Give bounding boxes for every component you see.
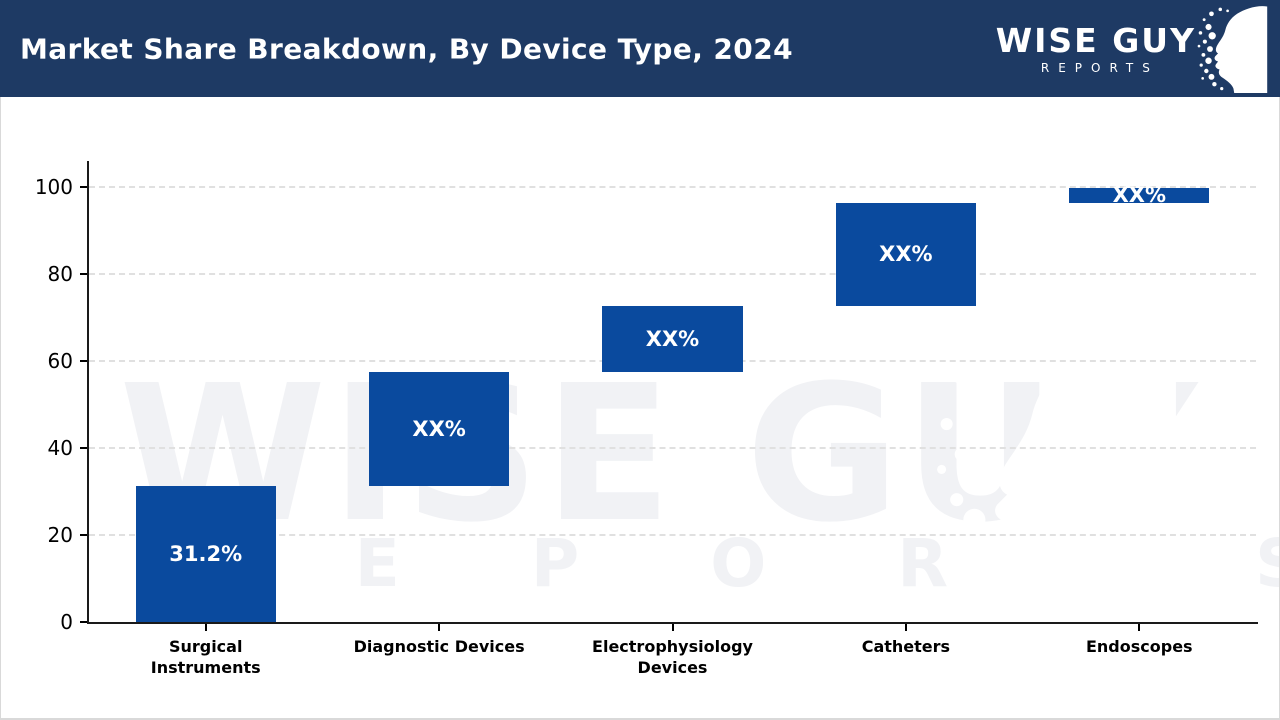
x-tick-mark	[204, 624, 207, 631]
x-category-label-line: Instruments	[150, 657, 261, 677]
bar-value-label: 31.2%	[169, 542, 243, 567]
logo-wordmark: WISE GUY	[995, 21, 1196, 60]
plot-area: 0 20 40 60 80 100 31.2% Surgical Instruments XX% D…	[35, 163, 1256, 677]
x-category-label-line: Catheters	[861, 637, 951, 656]
wise-guy-logo: WISE GUY REPORTS	[996, 4, 1272, 94]
y-tick-mark	[80, 185, 88, 188]
bar: XX%	[369, 372, 510, 487]
x-category-label: Surgical Instruments	[89, 637, 322, 679]
x-category-label-line: Surgical	[168, 637, 243, 656]
x-category-label: Catheters	[789, 637, 1022, 658]
chart-figure: WISE GUY R E P O R T S 0 20 40 60 80 100 31.2%…	[0, 97, 1280, 720]
x-tick-mark	[671, 624, 674, 631]
x-category-label-line: Electrophysiology	[592, 637, 753, 656]
x-tick-mark	[1138, 624, 1141, 631]
y-tick-mark	[80, 359, 88, 362]
gridline	[89, 446, 1256, 449]
gridline	[89, 272, 1256, 275]
y-tick-label: 100	[34, 174, 73, 199]
y-tick-mark	[80, 446, 88, 449]
bar: 31.2%	[135, 486, 276, 622]
y-tick-label: 40	[47, 435, 73, 460]
x-category-label: Electrophysiology Devices	[556, 637, 789, 679]
logo-text: WISE GUY REPORTS	[995, 21, 1196, 75]
x-category-label: Diagnostic Devices	[322, 637, 555, 658]
x-category-label-line: Devices	[637, 657, 708, 677]
bar-value-label: XX%	[645, 327, 700, 351]
bar-value-label: XX%	[1112, 183, 1166, 208]
gridline	[89, 534, 1256, 536]
dotted-head-profile-icon	[1197, 6, 1268, 93]
x-category-label-line: Diagnostic Devices	[353, 637, 525, 656]
y-tick-label: 20	[47, 522, 73, 547]
y-tick-mark	[80, 533, 88, 536]
x-tick-mark	[438, 624, 441, 631]
bar-value-label: XX%	[412, 417, 466, 442]
x-category-label-line: Endoscopes	[1085, 637, 1193, 656]
bar-value-label: XX%	[879, 242, 933, 267]
logo-subtitle: REPORTS	[1040, 60, 1159, 75]
y-tick-label: 80	[47, 261, 73, 286]
x-category-label: Endoscopes	[1023, 637, 1256, 658]
x-axis-line	[87, 622, 1258, 624]
x-tick-mark	[904, 624, 907, 631]
bar: XX%	[835, 202, 976, 306]
y-tick-label: 0	[60, 610, 73, 634]
y-tick-mark	[80, 272, 88, 275]
gridline	[89, 185, 1256, 188]
header: Market Share Breakdown, By Device Type, …	[0, 0, 1280, 97]
y-tick-mark	[80, 621, 88, 623]
bar: XX%	[602, 305, 743, 373]
y-axis-line	[87, 161, 89, 624]
y-tick-label: 60	[47, 348, 73, 373]
bar: XX%	[1069, 183, 1210, 207]
page-title: Market Share Breakdown, By Device Type, …	[20, 32, 793, 65]
